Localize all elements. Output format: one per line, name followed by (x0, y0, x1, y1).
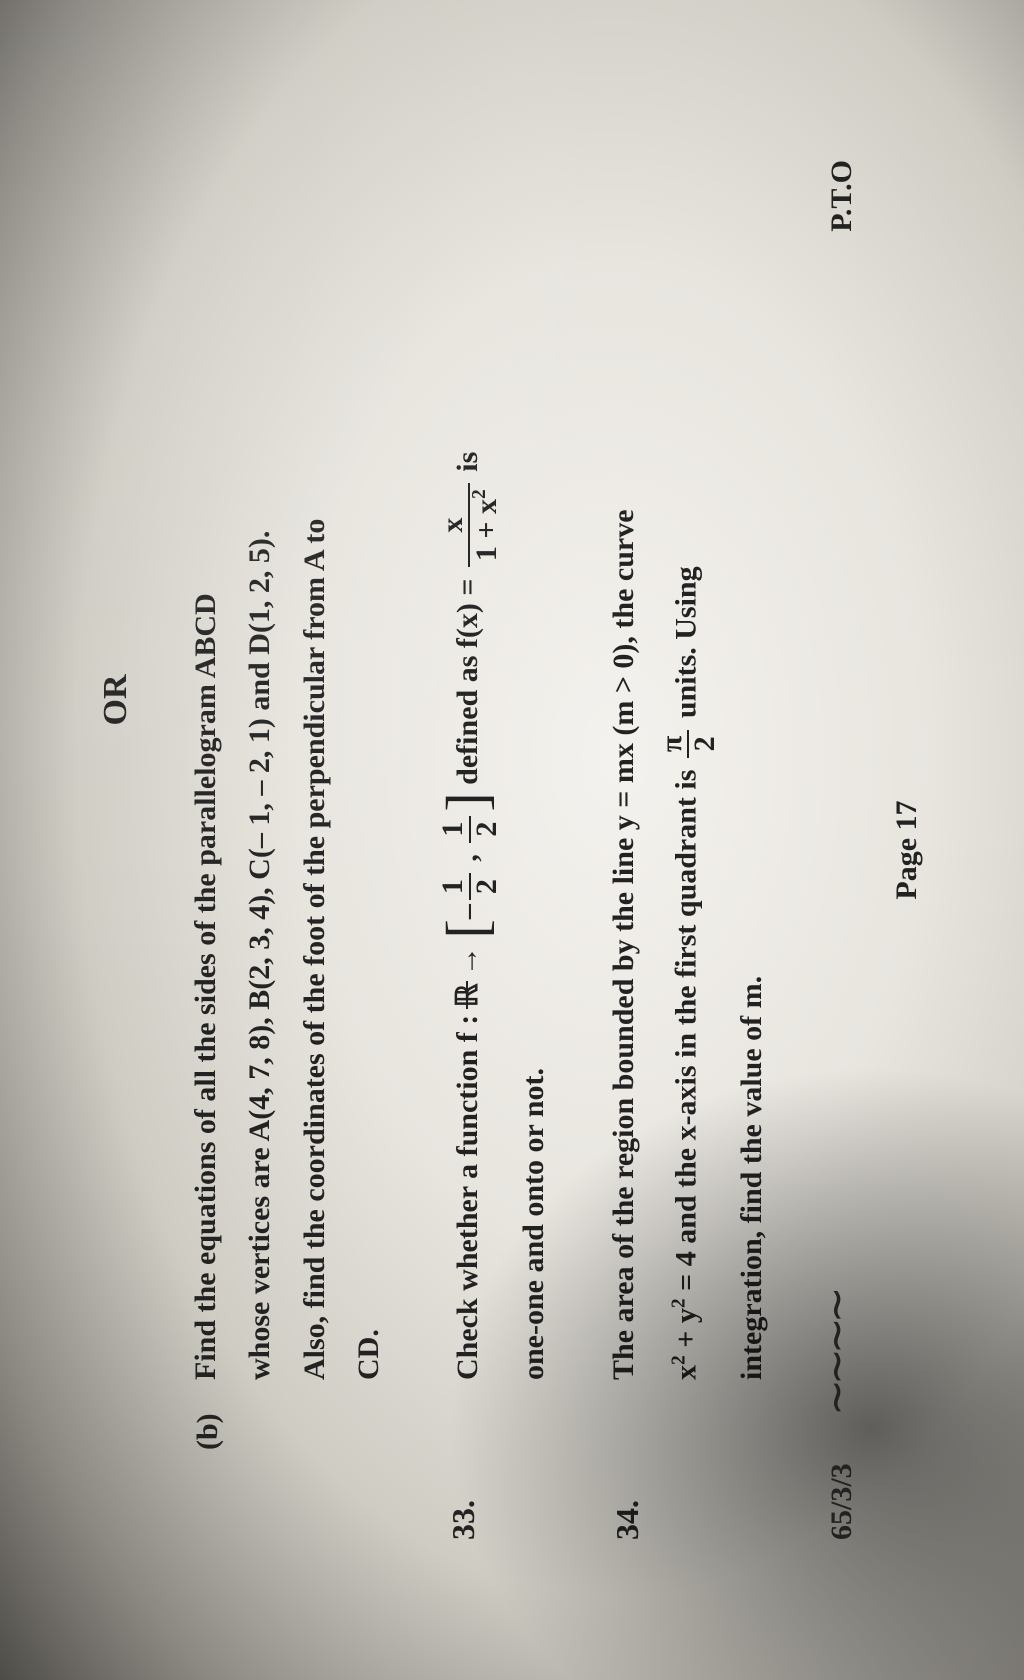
frac-pi-2: π2 (656, 730, 721, 758)
fx-d-base: 1 + x (470, 499, 503, 561)
fx-d-sup: 2 (469, 489, 490, 499)
left-bracket-icon: [ (434, 919, 499, 938)
q34-plus-y: + y (669, 1308, 702, 1355)
q34-line2: x2 + y2 = 4 and the x-axis in the first … (656, 160, 721, 1380)
empty-number-col (183, 1450, 185, 1540)
neg-half-n: 1 (437, 873, 469, 900)
page-number: Page 17 (884, 160, 931, 1540)
q34-line1: The area of the region bounded by the li… (601, 160, 648, 1380)
q33-line2: one-one and onto or not. (511, 160, 558, 1380)
q33-l1-a: Check whether a function f : (451, 1007, 484, 1380)
qb-line1: Find the equations of all the sides of t… (183, 160, 230, 1380)
defined-as: defined as f(x) = (451, 571, 484, 792)
footer-left: 65/3/3 ∼∼∼∼ (819, 1292, 866, 1540)
pos-half-d: 2 (469, 816, 503, 843)
sub-marker-b: (b) (183, 1380, 232, 1450)
question-b: (b) Find the equations of all the sides … (183, 160, 401, 1540)
q34-units: units. Using (669, 566, 702, 725)
empty-sub-col-34 (601, 1380, 603, 1450)
footer: 65/3/3 ∼∼∼∼ P.T.O (819, 160, 866, 1540)
frac-fx: x1 + x2 (437, 483, 503, 567)
qb-line4: CD. (346, 160, 393, 1380)
or-heading: OR (90, 160, 143, 1540)
qb-vertices: A(4, 7, 8), B(2, 3, 4), C(– 1, – 2, 1) a… (243, 531, 276, 1142)
paper-code: 65/3/3 (825, 1463, 858, 1540)
neg-half-d: 2 (469, 873, 503, 900)
tilde-decoration-icon: ∼∼∼∼ (812, 1292, 861, 1415)
q34-y-sq: 2 (668, 1298, 689, 1308)
frac-neg-half: 12 (437, 873, 502, 900)
comma: , (451, 847, 484, 870)
q34-eq4: = 4 and the x-axis in the first quadrant… (669, 762, 702, 1298)
q33-line1: Check whether a function f : ℝ → [–12 , … (437, 160, 503, 1380)
q34-x-sq: 2 (668, 1355, 689, 1365)
fx-n: x (437, 483, 469, 567)
question-33: 33. Check whether a function f : ℝ → [– 1… (437, 160, 566, 1540)
pos-half-n: 1 (437, 816, 469, 843)
qb-line2-pre: whose vertices are (243, 1141, 276, 1380)
frac-pos-half: 12 (437, 816, 502, 843)
qb-line2: whose vertices are A(4, 7, 8), B(2, 3, 4… (237, 160, 284, 1380)
neg-sign: – (451, 904, 484, 919)
question-b-text: Find the equations of all the sides of t… (183, 160, 401, 1380)
question-34: 34. The area of the region bounded by th… (601, 160, 783, 1540)
real-numbers-symbol: ℝ (445, 983, 492, 1007)
q34-line3: integration, find the value of m. (729, 160, 776, 1380)
fx-d: 1 + x2 (468, 483, 503, 567)
q34-text: The area of the region bounded by the li… (601, 160, 783, 1380)
empty-sub-col-33 (437, 1380, 439, 1450)
rotated-content: OR (b) Find the equations of all the sid… (0, 328, 1024, 1352)
q33-text: Check whether a function f : ℝ → [–12 , … (437, 160, 566, 1380)
arrow: → (451, 938, 484, 983)
q34-x: x (669, 1365, 702, 1380)
q33-number: 33. (437, 1450, 489, 1540)
page-photo: OR (b) Find the equations of all the sid… (0, 0, 1024, 1680)
q34-number: 34. (601, 1450, 653, 1540)
is: is (451, 452, 484, 480)
exam-page-sheet: OR (b) Find the equations of all the sid… (0, 0, 1024, 1680)
qb-line3: Also, find the coordinates of the foot o… (292, 160, 339, 1380)
pi-n: π (656, 730, 688, 758)
pto-label: P.T.O (819, 160, 866, 232)
right-bracket-icon: ] (434, 792, 499, 811)
pi-d: 2 (687, 730, 721, 758)
